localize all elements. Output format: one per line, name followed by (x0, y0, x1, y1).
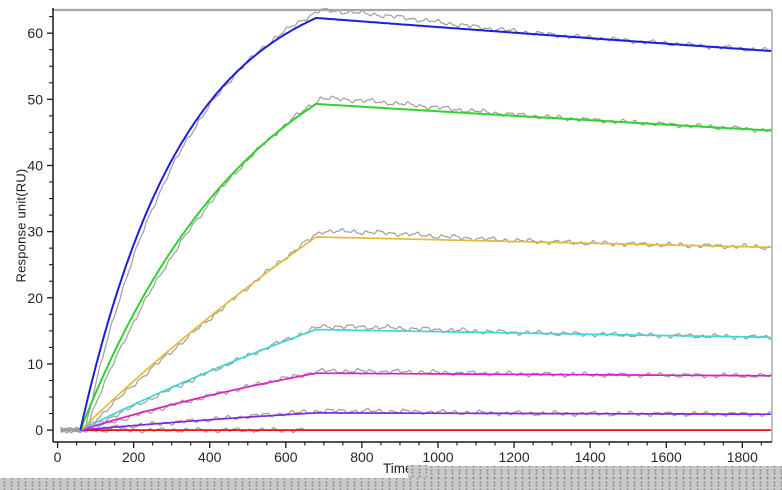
raw-trace-7 (60, 426, 305, 434)
desktop-pattern-strip (0, 478, 782, 490)
x-tick-label: 400 (198, 449, 222, 465)
x-tick-label: 0 (54, 449, 62, 465)
x-axis-title: Time (383, 461, 413, 476)
y-axis-title: Response unit(RU) (13, 168, 29, 283)
x-tick-label: 1800 (727, 449, 758, 465)
x-tick-label: 1200 (498, 449, 529, 465)
x-tick-label: 600 (274, 449, 298, 465)
y-tick-label: 40 (27, 157, 43, 173)
y-tick-label: 50 (27, 91, 43, 107)
raw-trace-4 (60, 323, 772, 433)
y-tick-label: 10 (27, 356, 43, 372)
fit-curve-5 (80, 372, 772, 431)
raw-trace-2 (60, 95, 772, 433)
x-tick-label: 1000 (422, 449, 453, 465)
fit-curve-4 (80, 328, 772, 431)
y-tick-label: 0 (35, 422, 43, 438)
fit-curve-3 (79, 236, 772, 431)
y-tick-label: 20 (27, 290, 43, 306)
fit-curve-1 (79, 16, 772, 431)
x-tick-label: 800 (350, 449, 374, 465)
raw-trace-1 (60, 7, 772, 434)
y-tick-label: 60 (27, 25, 43, 41)
fit-curve-6 (80, 412, 772, 431)
raw-trace-6 (60, 407, 772, 433)
x-tick-label: 1400 (575, 449, 606, 465)
x-tick-label: 1600 (651, 449, 682, 465)
x-tick-label: 200 (122, 449, 146, 465)
y-tick-label: 30 (27, 224, 43, 240)
raw-trace-3 (60, 227, 772, 434)
fit-curve-2 (79, 102, 772, 431)
